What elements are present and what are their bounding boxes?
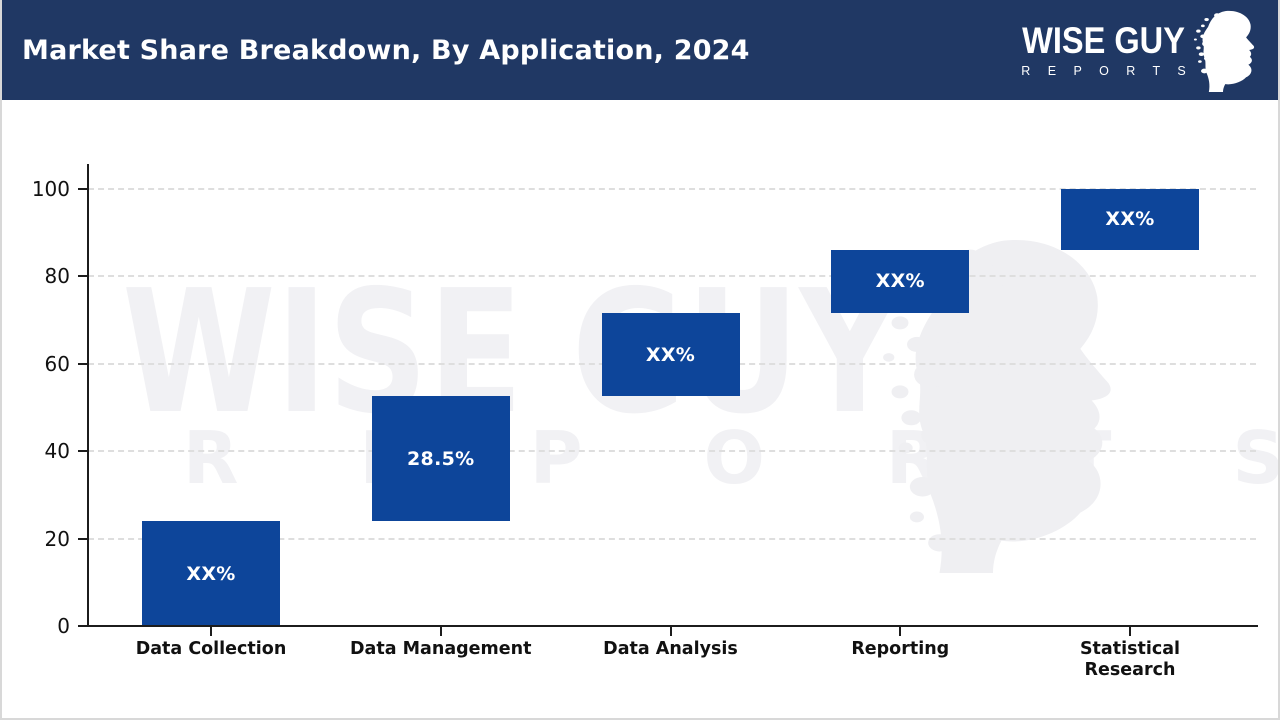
logo-reports-label: R E P O R T S [1021,64,1193,78]
y-tick-label-0: 0 [57,614,70,638]
x-tick [1129,627,1131,636]
bar-value-label: 28.5% [407,447,475,470]
y-tick-60 [78,362,87,365]
bar-segment: XX% [601,313,740,397]
y-tick-40 [78,450,87,452]
category-label: Data Analysis [603,639,738,659]
gridline-100 [88,187,1256,190]
bar-segment: 28.5% [371,396,510,521]
y-tick-label-100: 100 [31,176,70,201]
gridline-80 [88,275,1256,277]
y-tick-80 [78,275,87,277]
category-label: Statistical Research [1079,639,1181,680]
y-tick-20 [78,537,87,540]
category-label: Data Management [350,639,532,659]
x-tick [669,627,672,636]
bar-value-label: XX% [645,343,696,366]
y-tick-label-60: 60 [44,351,70,376]
x-tick [899,627,902,636]
header-bar: Market Share Breakdown, By Application, … [0,0,1280,100]
logo-wiseguy-label: WISE GUY [1022,20,1185,61]
watermark-wiseguy-text: WISE GUY [122,254,901,452]
bar-value-label: XX% [1105,208,1155,231]
gridline-20 [88,537,1256,540]
y-tick-100 [78,187,87,190]
y-tick-label-40: 40 [44,439,70,463]
category-label: Data Collection [135,639,287,659]
x-tick [439,627,442,636]
x-axis-line [85,624,1258,628]
wiseguy-logo: WISE GUY R E P O R T S [1011,8,1264,92]
page-title: Market Share Breakdown, By Application, … [22,34,750,66]
y-tick-label-20: 20 [44,526,70,551]
bar-segment: XX% [142,521,280,626]
gridline-40 [88,450,1256,452]
bar-segment: XX% [831,249,970,314]
y-axis-line [86,164,89,627]
bar-segment: XX% [1061,188,1199,250]
y-tick-label-80: 80 [44,264,70,288]
y-tick-0 [78,625,87,627]
x-tick [210,627,212,636]
logo-text: WISE GUY R E P O R T S [1011,22,1196,78]
category-label: Reporting [851,639,950,659]
logo-face-icon [1193,10,1255,92]
bar-value-label: XX% [875,270,925,293]
bar-value-label: XX% [186,562,236,585]
